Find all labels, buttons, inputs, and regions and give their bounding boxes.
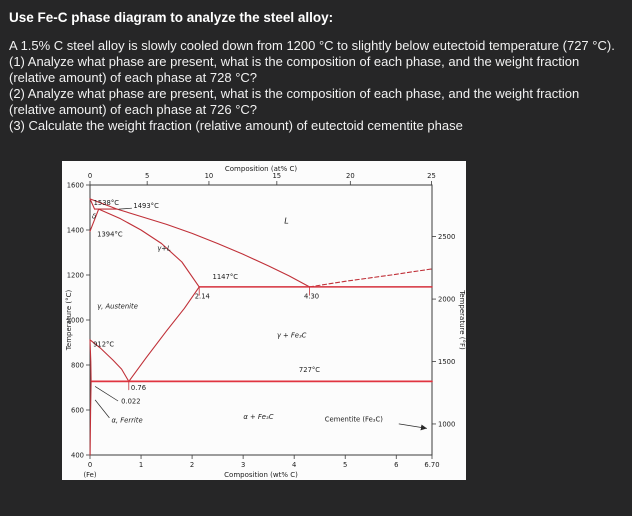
svg-text:400: 400 bbox=[71, 451, 84, 459]
svg-text:1600: 1600 bbox=[67, 181, 84, 189]
svg-text:2500: 2500 bbox=[438, 233, 455, 241]
svg-text:800: 800 bbox=[71, 361, 84, 369]
svg-text:1000: 1000 bbox=[438, 420, 455, 428]
diagram-axes: 0 5 10 15 20 25 Composition (at% C) 0 1 2 3 4 5 6 6.70… bbox=[65, 165, 466, 479]
svg-text:20: 20 bbox=[346, 172, 355, 180]
svg-text:5: 5 bbox=[343, 461, 347, 469]
svg-text:6.70: 6.70 bbox=[424, 461, 439, 469]
svg-text:0: 0 bbox=[88, 172, 92, 180]
svg-text:10: 10 bbox=[205, 172, 214, 180]
question-2: (2) Analyze what phase are present, what… bbox=[9, 86, 580, 117]
svg-text:600: 600 bbox=[71, 406, 84, 414]
svg-text:γ, Austenite: γ, Austenite bbox=[97, 302, 138, 310]
fe-c-phase-diagram: 0 5 10 15 20 25 Composition (at% C) 0 1 2 3 4 5 6 6.70… bbox=[65, 165, 466, 479]
svg-text:α + Fe₃C: α + Fe₃C bbox=[243, 413, 273, 421]
svg-text:5: 5 bbox=[145, 172, 149, 180]
svg-text:912°C: 912°C bbox=[93, 341, 114, 349]
svg-text:Temperature (°C): Temperature (°C) bbox=[65, 290, 73, 352]
svg-text:1000: 1000 bbox=[67, 316, 84, 324]
svg-text:4: 4 bbox=[292, 461, 296, 469]
phase-diagram-panel: 0 5 10 15 20 25 Composition (at% C) 0 1 2 3 4 5 6 6.70… bbox=[62, 161, 466, 480]
svg-text:2000: 2000 bbox=[438, 295, 455, 303]
question-1: (1) Analyze what phase are present, what… bbox=[9, 54, 580, 85]
svg-text:α, Ferrite: α, Ferrite bbox=[111, 416, 142, 424]
svg-text:1200: 1200 bbox=[67, 271, 84, 279]
svg-text:25: 25 bbox=[427, 172, 436, 180]
svg-text:1147°C: 1147°C bbox=[213, 273, 239, 281]
svg-text:1: 1 bbox=[139, 461, 143, 469]
svg-text:L: L bbox=[284, 217, 288, 226]
svg-text:Temperature (°F): Temperature (°F) bbox=[458, 289, 466, 350]
svg-text:(Fe): (Fe) bbox=[83, 471, 96, 479]
svg-text:727°C: 727°C bbox=[299, 366, 320, 374]
diagram-annotations: 1538°C 1493°C δ 1394°C γ+L L 1147°C 2.14 4.30 γ, … bbox=[92, 199, 427, 431]
svg-text:6: 6 bbox=[394, 461, 398, 469]
svg-text:4.30: 4.30 bbox=[304, 292, 319, 300]
svg-text:3: 3 bbox=[241, 461, 245, 469]
question-3: (3) Calculate the weight fraction (relat… bbox=[9, 118, 463, 133]
svg-text:15: 15 bbox=[272, 172, 281, 180]
svg-text:2: 2 bbox=[190, 461, 194, 469]
problem-page: Use Fe-C phase diagram to analyze the st… bbox=[9, 10, 624, 480]
svg-text:Composition (wt% C): Composition (wt% C) bbox=[224, 471, 298, 479]
svg-text:1493°C: 1493°C bbox=[133, 202, 159, 210]
svg-text:1394°C: 1394°C bbox=[97, 230, 123, 238]
svg-text:γ+L: γ+L bbox=[157, 245, 171, 253]
svg-text:1400: 1400 bbox=[67, 226, 84, 234]
svg-text:0.76: 0.76 bbox=[131, 384, 146, 392]
svg-text:Composition (at% C): Composition (at% C) bbox=[225, 165, 297, 173]
svg-text:2.14: 2.14 bbox=[195, 292, 210, 300]
svg-text:0.022: 0.022 bbox=[121, 398, 140, 406]
svg-text:1538°C: 1538°C bbox=[94, 199, 120, 207]
problem-intro: A 1.5% C steel alloy is slowly cooled do… bbox=[9, 38, 615, 53]
page-title: Use Fe-C phase diagram to analyze the st… bbox=[9, 10, 334, 25]
svg-text:γ + Fe₃C: γ + Fe₃C bbox=[277, 332, 307, 340]
problem-statement: A 1.5% C steel alloy is slowly cooled do… bbox=[9, 38, 624, 134]
svg-text:0: 0 bbox=[88, 461, 92, 469]
phase-boundary-lines bbox=[89, 198, 433, 456]
svg-text:δ: δ bbox=[92, 212, 96, 220]
svg-text:Cementite (Fe₃C): Cementite (Fe₃C) bbox=[325, 415, 383, 423]
svg-text:1500: 1500 bbox=[438, 358, 455, 366]
